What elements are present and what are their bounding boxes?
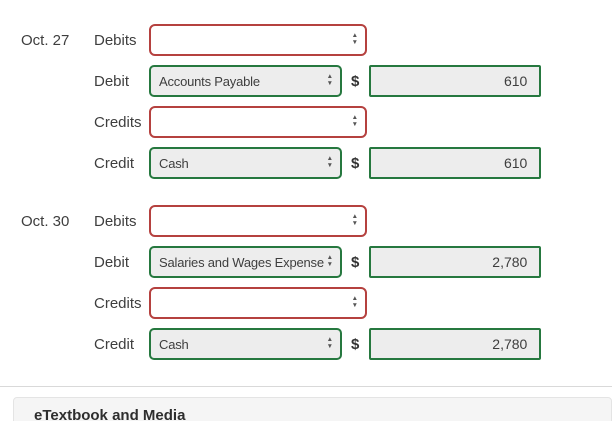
spinner-up-icon: ▲ [326, 254, 333, 261]
divider [0, 386, 612, 387]
date-label: Oct. 30 [21, 212, 70, 230]
select-value: Salaries and Wages Expense [159, 254, 324, 270]
spinner-down-icon: ▼ [351, 121, 358, 128]
spinner-up-icon: ▲ [351, 213, 358, 220]
row-label: Credit [94, 335, 135, 353]
row-label: Debits [94, 212, 137, 230]
select-spinner-icon: ▲ ▼ [326, 73, 333, 88]
credits-account-select[interactable]: ▲ ▼ [149, 287, 367, 319]
row-label: Credits [94, 113, 142, 131]
spinner-down-icon: ▼ [326, 162, 333, 169]
select-spinner-icon: ▲ ▼ [326, 254, 333, 269]
spinner-down-icon: ▼ [326, 343, 333, 350]
select-spinner-icon: ▲ ▼ [351, 114, 358, 129]
row-label: Debit [94, 72, 130, 90]
journal-entry-row: Oct. 27 Debits ▲ ▼ [0, 24, 612, 56]
spinner-up-icon: ▲ [326, 155, 333, 162]
journal-entry-row: Credit Cash ▲ ▼ $ [0, 328, 612, 360]
select-spinner-icon: ▲ ▼ [326, 336, 333, 351]
amount-input[interactable] [369, 328, 542, 360]
spinner-up-icon: ▲ [326, 73, 333, 80]
currency-symbol: $ [351, 72, 360, 90]
journal-entry-row: Debit Accounts Payable ▲ ▼ $ [0, 65, 612, 97]
etextbook-media-link[interactable]: eTextbook and Media [34, 407, 186, 421]
amount-input[interactable] [369, 147, 542, 179]
credit-account-select[interactable]: Cash ▲ ▼ [149, 328, 342, 360]
spinner-up-icon: ▲ [326, 336, 333, 343]
spinner-down-icon: ▼ [326, 261, 333, 268]
spinner-down-icon: ▼ [351, 220, 358, 227]
select-value: Cash [159, 155, 189, 171]
currency-symbol: $ [351, 335, 360, 353]
journal-entry-row: Credit Cash ▲ ▼ $ [0, 147, 612, 179]
debit-account-select[interactable]: Accounts Payable ▲ ▼ [149, 65, 342, 97]
row-label: Credits [94, 294, 142, 312]
row-label: Debits [94, 31, 137, 49]
debits-account-select[interactable]: ▲ ▼ [149, 205, 367, 237]
debits-account-select[interactable]: ▲ ▼ [149, 24, 367, 56]
amount-input[interactable] [369, 246, 542, 278]
journal-entry-row: Credits ▲ ▼ [0, 287, 612, 319]
journal-entry-row: Oct. 30 Debits ▲ ▼ [0, 205, 612, 237]
select-value: Cash [159, 336, 189, 352]
select-spinner-icon: ▲ ▼ [351, 295, 358, 310]
credits-account-select[interactable]: ▲ ▼ [149, 106, 367, 138]
spinner-up-icon: ▲ [351, 114, 358, 121]
spinner-down-icon: ▼ [351, 302, 358, 309]
etextbook-media-panel: eTextbook and Media [13, 397, 612, 421]
select-spinner-icon: ▲ ▼ [326, 155, 333, 170]
spinner-down-icon: ▼ [351, 39, 358, 46]
currency-symbol: $ [351, 253, 360, 271]
select-spinner-icon: ▲ ▼ [351, 213, 358, 228]
row-label: Credit [94, 154, 135, 172]
spinner-down-icon: ▼ [326, 80, 333, 87]
amount-input[interactable] [369, 65, 542, 97]
journal-entry-row: Credits ▲ ▼ [0, 106, 612, 138]
date-label: Oct. 27 [21, 31, 70, 49]
spinner-up-icon: ▲ [351, 295, 358, 302]
journal-entry-group: Oct. 30 Debits ▲ ▼ Debit Salaries and Wages E… [0, 205, 612, 360]
select-value: Accounts Payable [159, 73, 260, 89]
select-spinner-icon: ▲ ▼ [351, 32, 358, 47]
debit-account-select[interactable]: Salaries and Wages Expense ▲ ▼ [149, 246, 342, 278]
currency-symbol: $ [351, 154, 360, 172]
spinner-up-icon: ▲ [351, 32, 358, 39]
row-label: Debit [94, 253, 130, 271]
journal-entry-row: Debit Salaries and Wages Expense ▲ ▼ $ [0, 246, 612, 278]
credit-account-select[interactable]: Cash ▲ ▼ [149, 147, 342, 179]
